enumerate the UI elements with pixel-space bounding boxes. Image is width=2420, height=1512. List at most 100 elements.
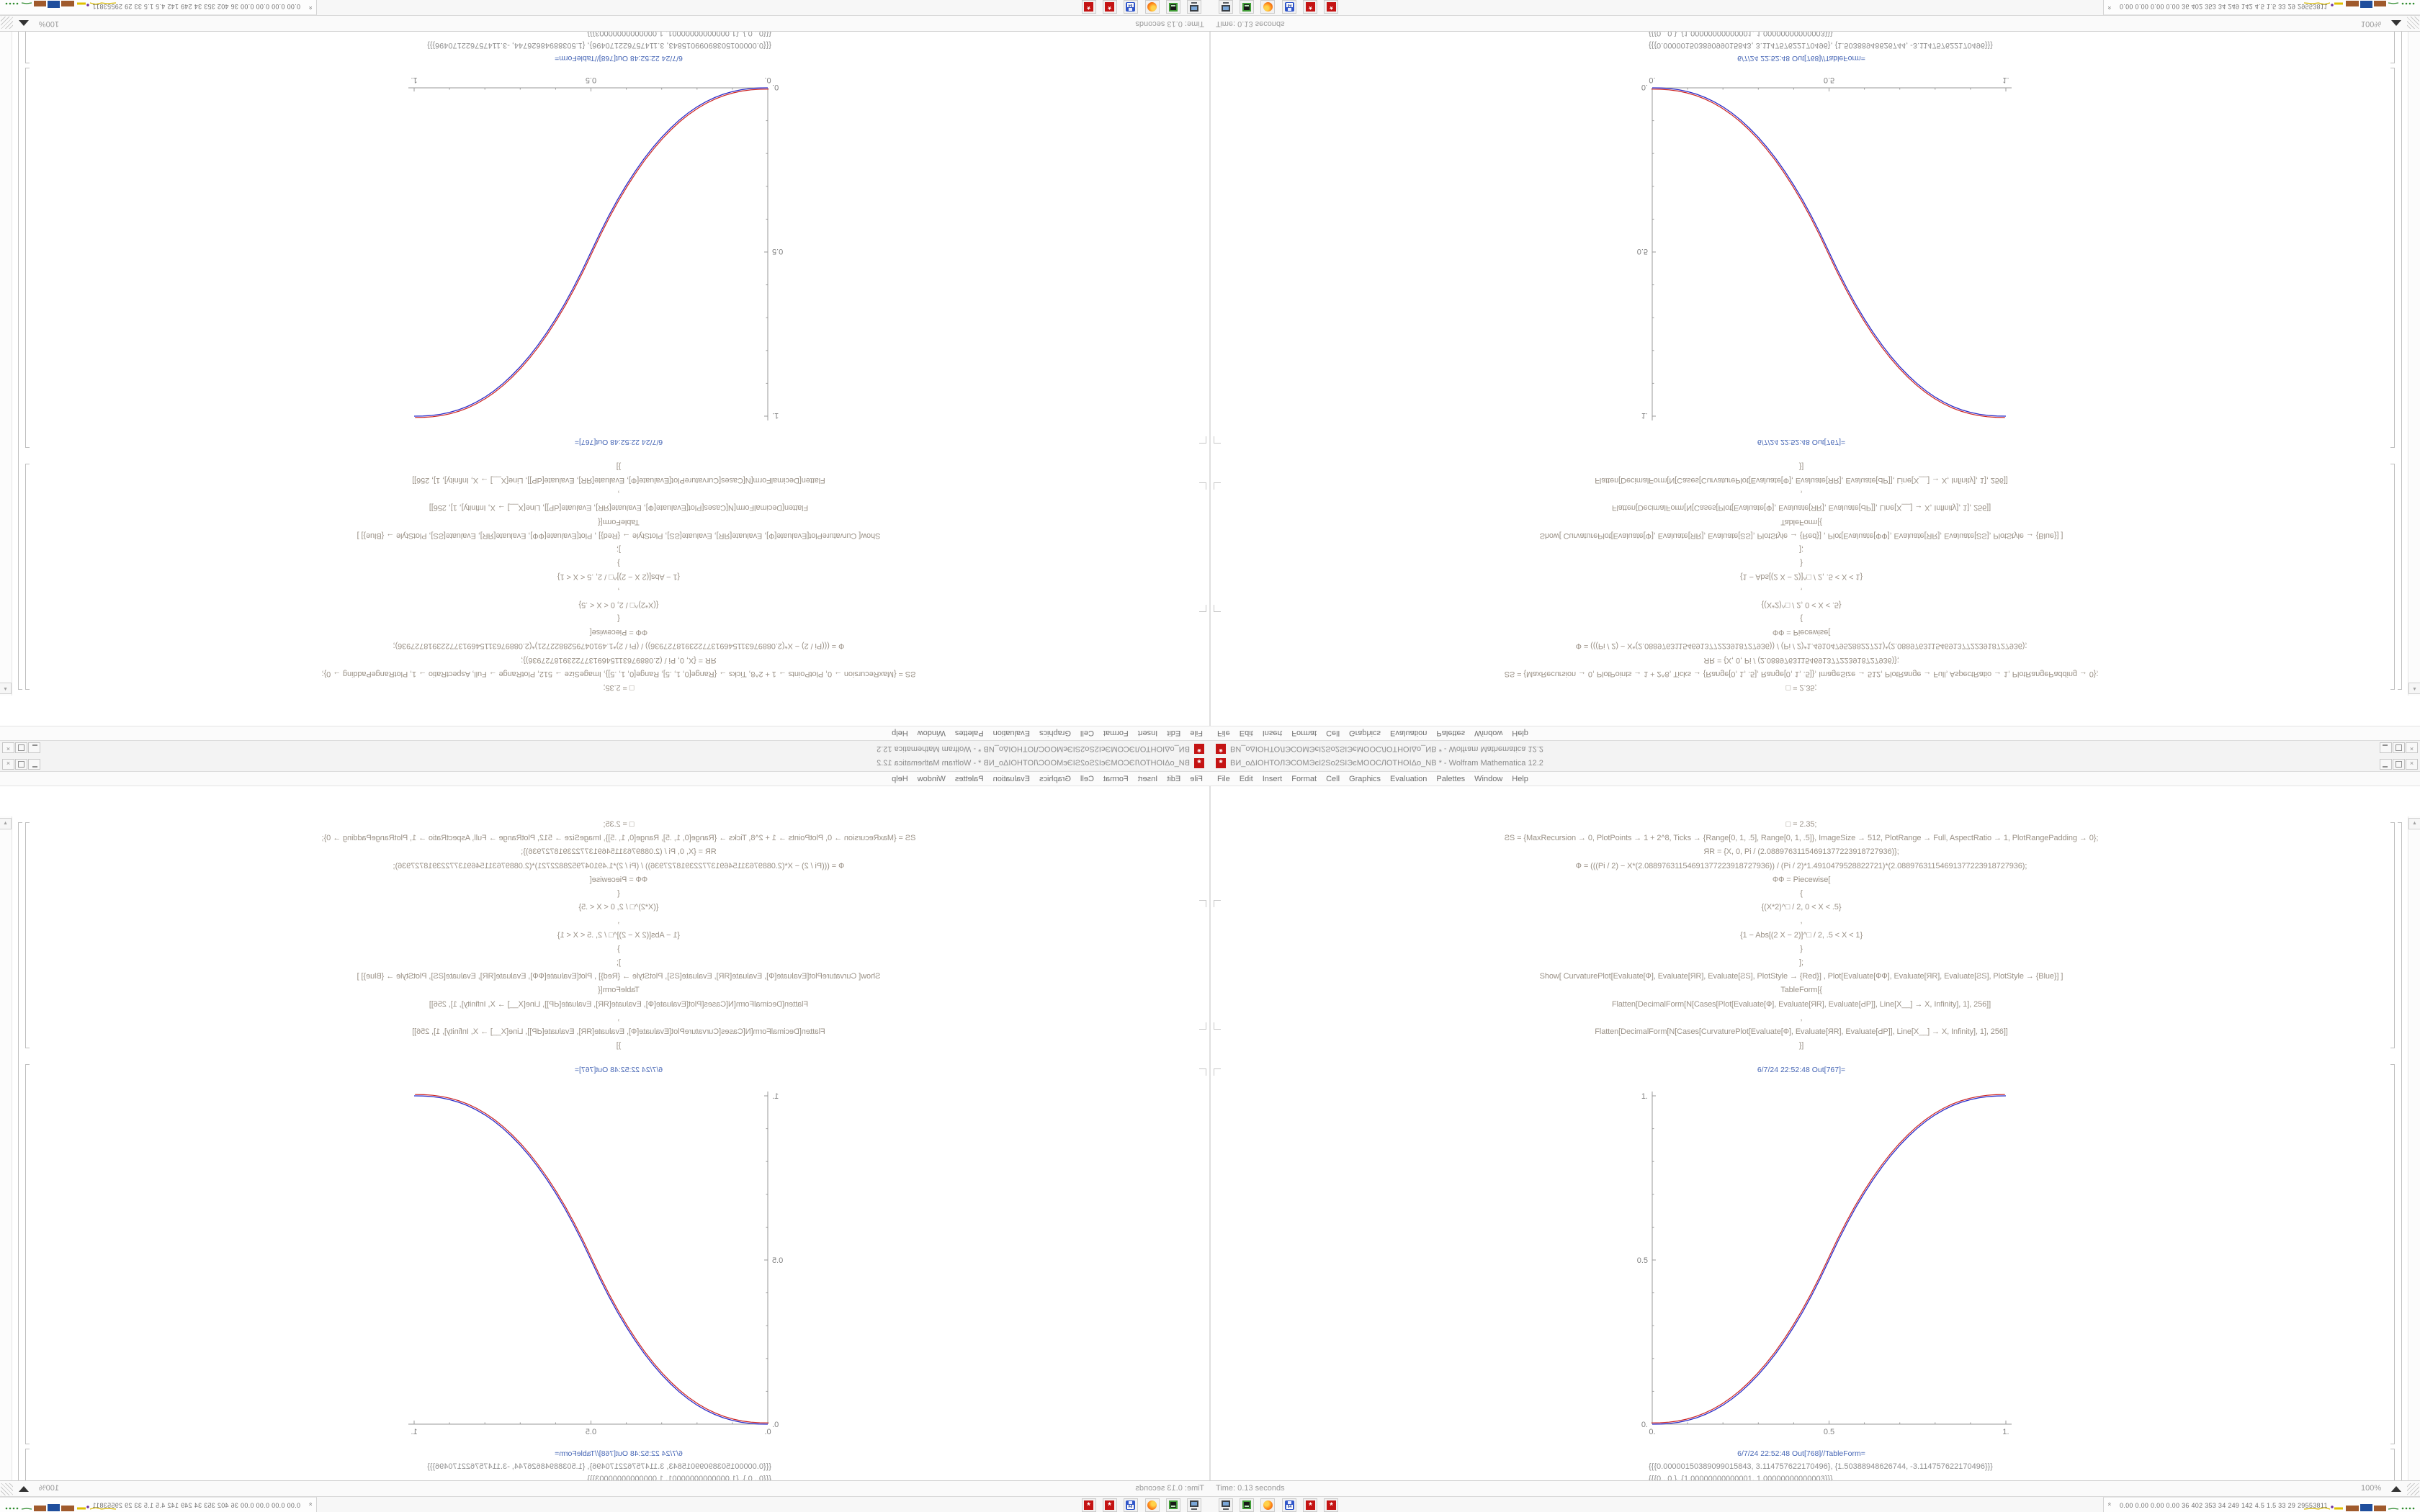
input-code-cell[interactable]: □ = 2.35; ƧS = {MaxRecursion → 0, PlotPoi… bbox=[42, 818, 1195, 1053]
tray-expand-icon[interactable]: « bbox=[306, 1502, 314, 1506]
menu-item-help[interactable]: Help bbox=[1512, 729, 1528, 738]
menu-item-evaluation[interactable]: Evaluation bbox=[992, 774, 1030, 783]
code-line[interactable]: { bbox=[1800, 613, 1803, 623]
mathematica-icon-2[interactable]: * bbox=[1082, 1498, 1096, 1512]
code-line[interactable]: {1 − Abs[(2 X − 2)]^□ / 2, .5 < X < 1} bbox=[1739, 572, 1863, 582]
code-line[interactable]: }] bbox=[1798, 1041, 1804, 1050]
cell-bracket-output-plot[interactable] bbox=[2390, 68, 2395, 448]
scroll-up-icon[interactable]: ▲ bbox=[0, 683, 12, 694]
zoom-level[interactable]: 100% bbox=[38, 19, 59, 28]
cell-bracket-group[interactable] bbox=[18, 26, 22, 690]
menu-item-palettes[interactable]: Palettes bbox=[1436, 774, 1466, 783]
code-line[interactable]: { bbox=[617, 613, 620, 623]
mathematica-icon[interactable]: * bbox=[1103, 1498, 1117, 1512]
code-line[interactable]: , bbox=[1800, 490, 1803, 499]
maximize-button[interactable] bbox=[15, 742, 27, 753]
code-line[interactable]: , bbox=[1800, 1013, 1803, 1022]
code-line[interactable]: Ф = (((Pi / 2) − X*(2.088976311546913772… bbox=[1575, 861, 2027, 870]
notebook-content[interactable]: □ = 2.35; ƧS = {MaxRecursion → 0, PlotPoi… bbox=[1210, 786, 2420, 1511]
zoom-popup-icon[interactable] bbox=[2391, 20, 2401, 26]
code-line[interactable]: , bbox=[617, 1013, 620, 1022]
code-line[interactable]: ФФ = Piecewise[ bbox=[589, 875, 648, 884]
code-line[interactable]: , bbox=[1800, 586, 1803, 595]
menu-item-file[interactable]: File bbox=[1217, 729, 1230, 738]
notebook-content[interactable]: □ = 2.35; ƧS = {MaxRecursion → 0, PlotPoi… bbox=[0, 1, 1210, 726]
zoom-level[interactable]: 100% bbox=[2361, 19, 2382, 28]
menu-item-cell[interactable]: Cell bbox=[1326, 774, 1340, 783]
minimize-button[interactable] bbox=[2380, 742, 2392, 753]
resize-grip[interactable] bbox=[1, 1483, 13, 1495]
menu-item-palettes[interactable]: Palettes bbox=[954, 729, 984, 738]
menu-item-file[interactable]: File bbox=[1190, 729, 1203, 738]
code-line[interactable]: TableForm[{ bbox=[598, 986, 640, 995]
code-line[interactable]: }] bbox=[616, 1041, 622, 1050]
cell-bracket-output-plot[interactable] bbox=[25, 1064, 30, 1444]
title-bar[interactable]: * ВИ_оΔІОНТОЛЭСОМЭєІ2Ѕо2ЅІЭєМООСЛОТНОІΔо… bbox=[0, 740, 1210, 756]
code-line[interactable]: □ = 2.35; bbox=[603, 820, 635, 829]
zoom-popup-icon[interactable] bbox=[2391, 1486, 2401, 1492]
menu-item-window[interactable]: Window bbox=[1474, 729, 1503, 738]
code-line[interactable]: {1 − Abs[(2 X − 2)]^□ / 2, .5 < X < 1} bbox=[557, 930, 681, 940]
code-line[interactable]: ƧS = {MaxRecursion → 0, PlotPoints → 1 +… bbox=[1504, 669, 2099, 678]
close-button[interactable]: × bbox=[2, 759, 14, 770]
code-line[interactable]: ЯR = {X, 0, Pi / (2.08897631154691377223… bbox=[1703, 655, 1899, 665]
code-line[interactable]: ЯR = {X, 0, Pi / (2.08897631154691377223… bbox=[521, 655, 717, 665]
code-line[interactable]: } bbox=[1800, 559, 1803, 568]
close-button[interactable]: × bbox=[2406, 742, 2418, 753]
code-line[interactable]: Flatten[DecimalForm[N[Cases[Plot[Evaluat… bbox=[1611, 999, 1991, 1009]
code-line[interactable]: Flatten[DecimalForm[N[Cases[Plot[Evaluat… bbox=[1611, 503, 1991, 513]
resize-grip[interactable] bbox=[1, 17, 13, 29]
maximize-button[interactable] bbox=[2393, 742, 2405, 753]
firefox-icon[interactable] bbox=[1145, 0, 1160, 14]
display-icon[interactable] bbox=[1219, 1498, 1233, 1512]
menu-item-evaluation[interactable]: Evaluation bbox=[992, 729, 1030, 738]
menu-item-graphics[interactable]: Graphics bbox=[1349, 729, 1381, 738]
menu-item-edit[interactable]: Edit bbox=[1167, 729, 1181, 738]
cell-bracket-group[interactable] bbox=[18, 822, 22, 1486]
menu-item-window[interactable]: Window bbox=[917, 729, 946, 738]
close-button[interactable]: × bbox=[2, 742, 14, 753]
maximize-button[interactable] bbox=[2393, 759, 2405, 770]
firefox-icon[interactable] bbox=[1145, 1498, 1160, 1512]
code-line[interactable]: ]; bbox=[617, 958, 621, 968]
code-line[interactable]: TableForm[{ bbox=[598, 517, 640, 526]
zoom-popup-icon[interactable] bbox=[19, 20, 29, 26]
zoom-level[interactable]: 100% bbox=[2361, 1484, 2382, 1493]
tray-expand-icon[interactable]: « bbox=[2106, 6, 2114, 10]
code-line[interactable]: ЯR = {X, 0, Pi / (2.08897631154691377223… bbox=[1703, 847, 1899, 857]
floppy-64-icon[interactable]: 64 bbox=[1124, 0, 1138, 14]
console-icon[interactable] bbox=[1240, 1498, 1254, 1512]
menu-item-help[interactable]: Help bbox=[1512, 774, 1528, 783]
tray-expand-icon[interactable]: « bbox=[2106, 1502, 2114, 1506]
resize-grip[interactable] bbox=[2407, 1483, 2419, 1495]
code-line[interactable]: Flatten[DecimalForm[N[Cases[CurvaturePlo… bbox=[412, 1027, 825, 1037]
display-icon[interactable] bbox=[1187, 1498, 1201, 1512]
code-line[interactable]: □ = 2.35; bbox=[1785, 683, 1817, 692]
title-bar[interactable]: * ВИ_оΔІОНТОЛЭСОМЭєІ2Ѕо2ЅІЭєМООСЛОТНОІΔо… bbox=[0, 756, 1210, 772]
code-line[interactable]: {(X*2)^□ / 2, 0 < X < .5} bbox=[578, 903, 659, 912]
zoom-level[interactable]: 100% bbox=[38, 1484, 59, 1493]
vertical-scrollbar[interactable] bbox=[0, 1, 12, 696]
mathematica-icon[interactable]: * bbox=[1303, 1498, 1317, 1512]
code-line[interactable]: ƧS = {MaxRecursion → 0, PlotPoints → 1 +… bbox=[321, 834, 916, 843]
code-line[interactable]: ƧS = {MaxRecursion → 0, PlotPoints → 1 +… bbox=[1504, 834, 2099, 843]
cell-bracket-input[interactable] bbox=[2390, 464, 2395, 690]
menu-item-help[interactable]: Help bbox=[892, 774, 908, 783]
code-line[interactable]: , bbox=[617, 917, 620, 926]
menu-item-insert[interactable]: Insert bbox=[1137, 729, 1158, 738]
code-line[interactable]: Flatten[DecimalForm[N[Cases[CurvaturePlo… bbox=[1595, 475, 2008, 485]
menu-item-format[interactable]: Format bbox=[1291, 774, 1317, 783]
menu-item-edit[interactable]: Edit bbox=[1167, 774, 1181, 783]
code-line[interactable]: ]; bbox=[1799, 544, 1803, 554]
zoom-popup-icon[interactable] bbox=[19, 1486, 29, 1492]
minimize-button[interactable] bbox=[2380, 759, 2392, 770]
menu-item-cell[interactable]: Cell bbox=[1326, 729, 1340, 738]
console-icon[interactable] bbox=[1166, 0, 1180, 14]
menu-item-edit[interactable]: Edit bbox=[1239, 729, 1253, 738]
code-line[interactable]: {1 − Abs[(2 X − 2)]^□ / 2, .5 < X < 1} bbox=[557, 572, 681, 582]
code-line[interactable]: , bbox=[617, 586, 620, 595]
code-line[interactable]: ФФ = Piecewise[ bbox=[1772, 875, 1831, 884]
notebook-content[interactable]: □ = 2.35; ƧS = {MaxRecursion → 0, PlotPoi… bbox=[1210, 1, 2420, 726]
code-line[interactable]: {(X*2)^□ / 2, 0 < X < .5} bbox=[1761, 600, 1842, 609]
display-icon[interactable] bbox=[1187, 0, 1201, 14]
